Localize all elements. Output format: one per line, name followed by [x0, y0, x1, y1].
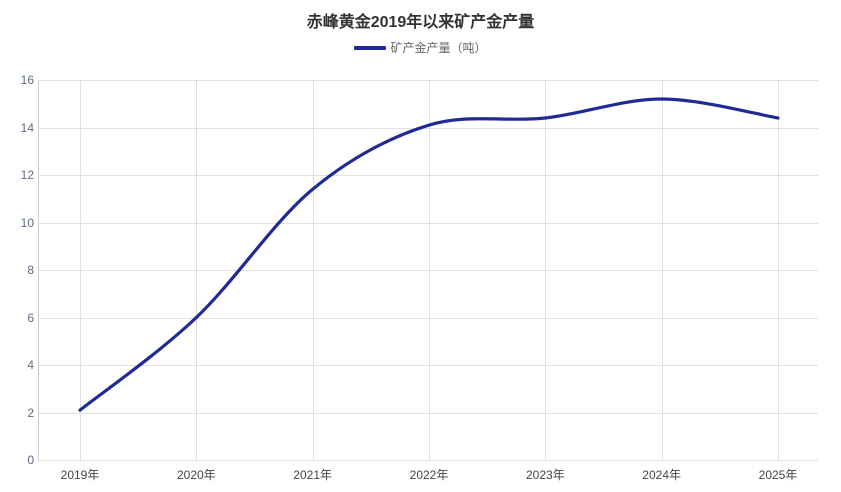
y-tick-label-6: 6	[27, 310, 34, 325]
gridline-y-4	[38, 365, 818, 366]
series-line-mineral-gold-output	[78, 97, 780, 412]
gridline-y-12	[38, 175, 818, 176]
x-tick-label-2025年: 2025年	[758, 468, 798, 482]
plot-area	[38, 80, 818, 461]
chart-legend: 矿产金产量（吨）	[0, 42, 841, 54]
y-tick-label-8: 8	[27, 263, 34, 277]
gridline-y-2	[38, 412, 818, 414]
x-tick-label-2019年: 2019年	[60, 468, 100, 482]
y-tick-label-2: 2	[27, 405, 34, 420]
gridline-x-2019年	[80, 80, 81, 460]
y-tick-label-16: 16	[20, 73, 34, 87]
legend-color-swatch	[354, 46, 387, 50]
gridline-x-2024年	[661, 80, 663, 460]
gridline-y-6	[38, 317, 818, 319]
legend-entry-label: 矿产金产量（吨）	[390, 41, 487, 55]
x-tick-label-2024年: 2024年	[642, 468, 682, 482]
gridline-y-0	[38, 460, 818, 461]
y-tick-label-0: 0	[27, 453, 34, 467]
gridline-y-10	[38, 222, 818, 224]
y-axis-tick-labels: 0 2 4 6 8 10 12 14 16	[0, 73, 34, 467]
gridline-y-8	[38, 270, 818, 271]
x-tick-label-2022年: 2022年	[409, 468, 449, 482]
x-tick-label-2023年: 2023年	[525, 468, 565, 482]
y-tick-label-4: 4	[27, 358, 34, 372]
gridline-x-2023年	[545, 80, 547, 460]
y-tick-label-10: 10	[20, 215, 34, 230]
y-tick-label-12: 12	[20, 168, 34, 182]
gridline-x-2021年	[312, 80, 314, 460]
gridline-x-2022年	[429, 80, 430, 460]
x-axis-tick-labels: 2019年 2020年 2021年 2022年 2023年 2024年 2025年	[38, 466, 818, 486]
y-tick-label-14: 14	[20, 120, 34, 135]
x-tick-label-2021年: 2021年	[293, 468, 333, 482]
gridline-y-16	[38, 80, 818, 81]
x-tick-label-2020年: 2020年	[176, 468, 216, 482]
chart-title: 赤峰黄金2019年以来矿产金产量	[306, 14, 535, 31]
gridline-x-2020年	[196, 80, 198, 460]
gridline-x-2025年	[778, 80, 779, 460]
gridline-y-14	[38, 127, 818, 129]
